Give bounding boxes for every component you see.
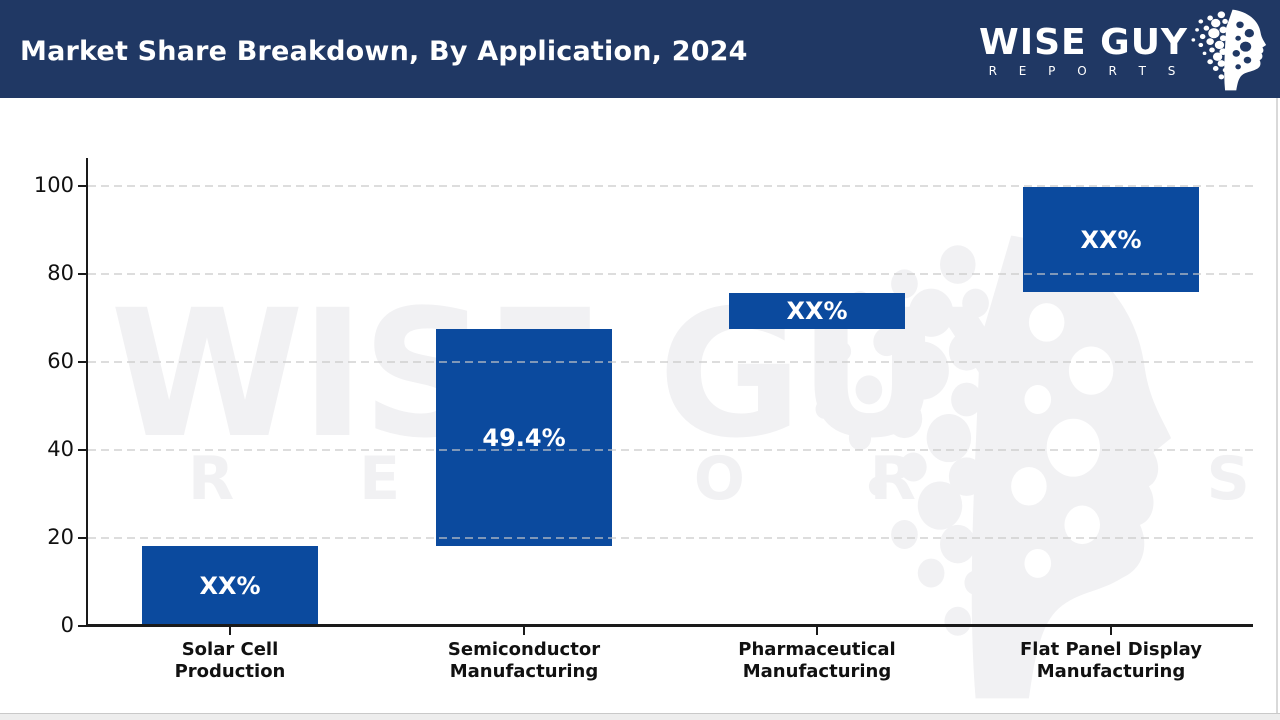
y-tick-0 <box>78 625 86 627</box>
bar-semiconductor-manufacturing <box>436 329 612 547</box>
x-category-label-solar-cell-production: Solar Cell Production <box>174 639 286 682</box>
watermark-head-profile-icon <box>815 235 1172 699</box>
bar-value-label-flat-panel-display-manufacturing: XX% <box>1080 225 1142 254</box>
bar-pharmaceutical-manufacturing <box>729 292 905 329</box>
logo-sub-text: R E P O R T S <box>988 64 1185 78</box>
logo-name-text: WISE GUY <box>978 22 1188 63</box>
gridline-y-60 <box>88 361 1253 363</box>
brand-logo: WISE GUY R E P O R T S <box>979 6 1268 92</box>
x-axis-line <box>86 624 1253 627</box>
logo-head-profile-icon <box>1191 9 1267 91</box>
footer-strip <box>0 714 1280 720</box>
gridline-y-20 <box>88 537 1253 539</box>
bar-value-label-semiconductor-manufacturing: 49.4% <box>482 423 566 452</box>
y-tick-80 <box>78 273 86 275</box>
x-tick-semiconductor-manufacturing <box>523 627 525 635</box>
y-tick-label-20: 20 <box>47 525 74 549</box>
y-tick-100 <box>78 185 86 187</box>
x-category-label-semiconductor-manufacturing: Semiconductor Manufacturing <box>447 639 601 682</box>
y-tick-label-60: 60 <box>47 349 74 373</box>
y-tick-60 <box>78 361 86 363</box>
y-tick-label-40: 40 <box>47 437 74 461</box>
y-tick-40 <box>78 449 86 451</box>
bar-solar-cell-production <box>142 545 318 626</box>
gridline-y-100 <box>88 185 1253 187</box>
x-category-label-flat-panel-display-manufacturing: Flat Panel Display Manufacturing <box>1019 639 1202 682</box>
y-tick-label-100: 100 <box>33 173 74 197</box>
right-edge-line <box>1276 98 1278 714</box>
header-bar: Market Share Breakdown, By Application, … <box>0 0 1280 98</box>
x-tick-flat-panel-display-manufacturing <box>1110 627 1112 635</box>
y-tick-label-80: 80 <box>47 261 74 285</box>
x-tick-solar-cell-production <box>229 627 231 635</box>
footer-divider <box>0 713 1280 714</box>
chart-title: Market Share Breakdown, By Application, … <box>20 36 748 67</box>
y-tick-label-0: 0 <box>60 613 74 637</box>
y-axis-line <box>86 158 88 627</box>
gridline-y-40 <box>88 449 1253 451</box>
x-category-label-pharmaceutical-manufacturing: Pharmaceutical Manufacturing <box>738 639 896 682</box>
y-tick-20 <box>78 537 86 539</box>
bar-value-label-solar-cell-production: XX% <box>199 571 261 600</box>
x-tick-pharmaceutical-manufacturing <box>816 627 818 635</box>
bar-value-label-pharmaceutical-manufacturing: XX% <box>786 296 848 325</box>
gridline-y-80 <box>88 273 1253 275</box>
